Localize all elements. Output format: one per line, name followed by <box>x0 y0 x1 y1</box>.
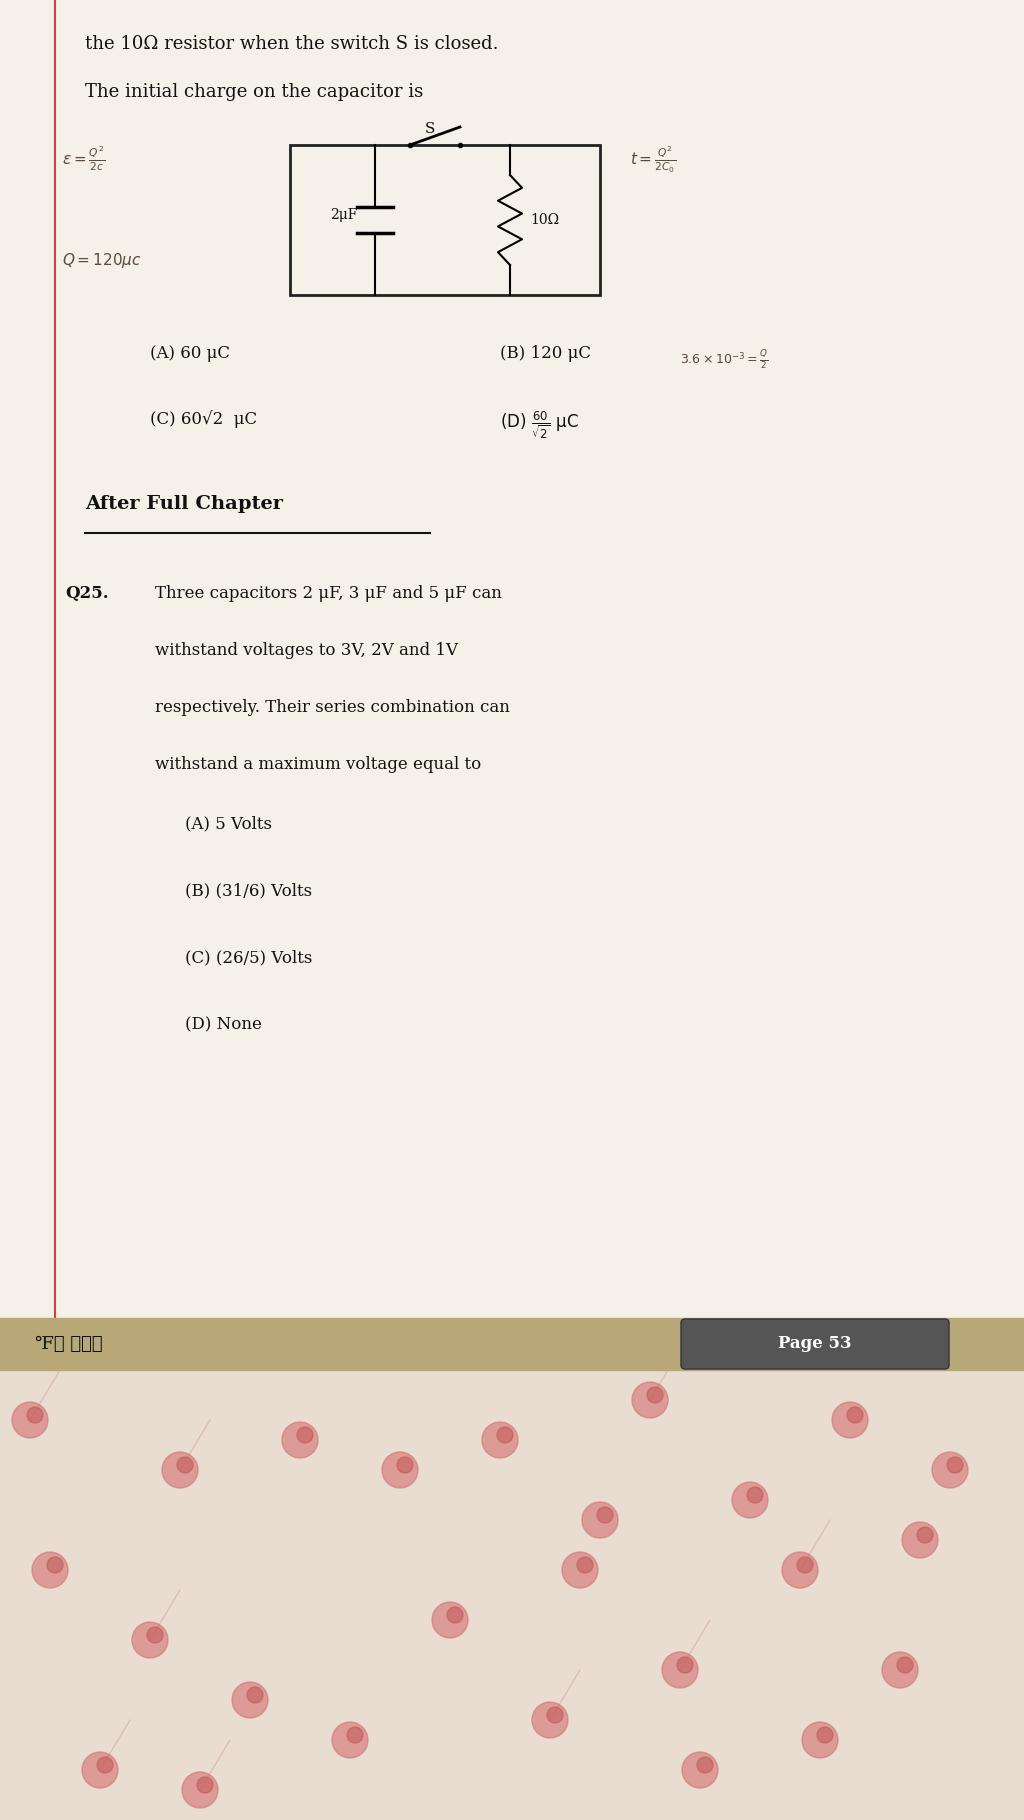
Circle shape <box>597 1507 613 1523</box>
Bar <box>0 0 1024 1370</box>
Circle shape <box>147 1627 163 1643</box>
Circle shape <box>82 1753 118 1787</box>
Text: (A) 5 Volts: (A) 5 Volts <box>185 815 272 832</box>
Text: (D) None: (D) None <box>185 1016 262 1034</box>
Circle shape <box>447 1607 463 1623</box>
Circle shape <box>797 1556 813 1572</box>
Circle shape <box>682 1753 718 1787</box>
Circle shape <box>282 1421 318 1458</box>
Circle shape <box>247 1687 263 1704</box>
Text: 2μF: 2μF <box>330 207 357 222</box>
Text: $Q = 120\mu c$: $Q = 120\mu c$ <box>62 251 141 269</box>
Circle shape <box>562 1552 598 1589</box>
Text: $t = \frac{Q^2}{2C_0}$: $t = \frac{Q^2}{2C_0}$ <box>630 144 676 175</box>
Text: (C) (26/5) Volts: (C) (26/5) Volts <box>185 948 312 966</box>
Circle shape <box>847 1407 863 1423</box>
Text: (D) $\frac{60}{\sqrt{2}}$ μC: (D) $\frac{60}{\sqrt{2}}$ μC <box>500 410 579 442</box>
Text: The initial charge on the capacitor is: The initial charge on the capacitor is <box>85 84 423 100</box>
Circle shape <box>532 1702 568 1738</box>
Bar <box>290 146 600 295</box>
Circle shape <box>897 1656 913 1673</box>
Text: $\epsilon = \frac{Q^2}{2c}$: $\epsilon = \frac{Q^2}{2c}$ <box>62 144 105 173</box>
Circle shape <box>497 1427 513 1443</box>
Circle shape <box>482 1421 518 1458</box>
Circle shape <box>177 1458 193 1472</box>
Circle shape <box>732 1481 768 1518</box>
Text: withstand a maximum voltage equal to: withstand a maximum voltage equal to <box>155 755 481 774</box>
Circle shape <box>831 1401 868 1438</box>
Circle shape <box>662 1653 698 1687</box>
Text: $3.6\times10^{-3}=\frac{Q}{2}$: $3.6\times10^{-3}=\frac{Q}{2}$ <box>680 349 769 373</box>
Circle shape <box>382 1452 418 1489</box>
Circle shape <box>918 1527 933 1543</box>
Circle shape <box>97 1756 113 1773</box>
Circle shape <box>697 1756 713 1773</box>
Circle shape <box>347 1727 362 1744</box>
Text: ℉ल है।: ℉ल है। <box>35 1336 102 1352</box>
Bar <box>0 1365 1024 1820</box>
Circle shape <box>297 1427 313 1443</box>
Circle shape <box>47 1556 63 1572</box>
Text: 10Ω: 10Ω <box>530 213 559 228</box>
Circle shape <box>582 1502 618 1538</box>
Circle shape <box>577 1556 593 1572</box>
Circle shape <box>132 1622 168 1658</box>
Circle shape <box>677 1656 693 1673</box>
Text: respectively. Their series combination can: respectively. Their series combination c… <box>155 699 510 715</box>
Circle shape <box>882 1653 918 1687</box>
Circle shape <box>332 1722 368 1758</box>
Circle shape <box>932 1452 968 1489</box>
Text: Q25.: Q25. <box>65 584 109 602</box>
Text: Page 53: Page 53 <box>778 1336 852 1352</box>
Circle shape <box>162 1452 198 1489</box>
Circle shape <box>197 1776 213 1793</box>
Circle shape <box>817 1727 833 1744</box>
Text: (A) 60 μC: (A) 60 μC <box>150 346 230 362</box>
Text: the 10Ω resistor when the switch S is closed.: the 10Ω resistor when the switch S is cl… <box>85 35 499 53</box>
Circle shape <box>802 1722 838 1758</box>
Circle shape <box>902 1522 938 1558</box>
Text: (C) 60√2  μC: (C) 60√2 μC <box>150 410 257 428</box>
Circle shape <box>432 1602 468 1638</box>
Bar <box>0 1318 1024 1370</box>
Circle shape <box>232 1682 268 1718</box>
Text: (B) (31/6) Volts: (B) (31/6) Volts <box>185 883 312 899</box>
Circle shape <box>32 1552 68 1589</box>
Circle shape <box>632 1381 668 1418</box>
Circle shape <box>947 1458 963 1472</box>
Text: S: S <box>425 122 435 136</box>
Circle shape <box>397 1458 413 1472</box>
Circle shape <box>182 1773 218 1807</box>
Text: (B) 120 μC: (B) 120 μC <box>500 346 591 362</box>
Text: After Full Chapter: After Full Chapter <box>85 495 283 513</box>
Circle shape <box>27 1407 43 1423</box>
Circle shape <box>547 1707 563 1724</box>
Circle shape <box>12 1401 48 1438</box>
Text: Three capacitors 2 μF, 3 μF and 5 μF can: Three capacitors 2 μF, 3 μF and 5 μF can <box>155 584 502 602</box>
Circle shape <box>746 1487 763 1503</box>
Text: withstand voltages to 3V, 2V and 1V: withstand voltages to 3V, 2V and 1V <box>155 642 458 659</box>
Circle shape <box>782 1552 818 1589</box>
Circle shape <box>647 1387 663 1403</box>
FancyBboxPatch shape <box>681 1320 949 1369</box>
